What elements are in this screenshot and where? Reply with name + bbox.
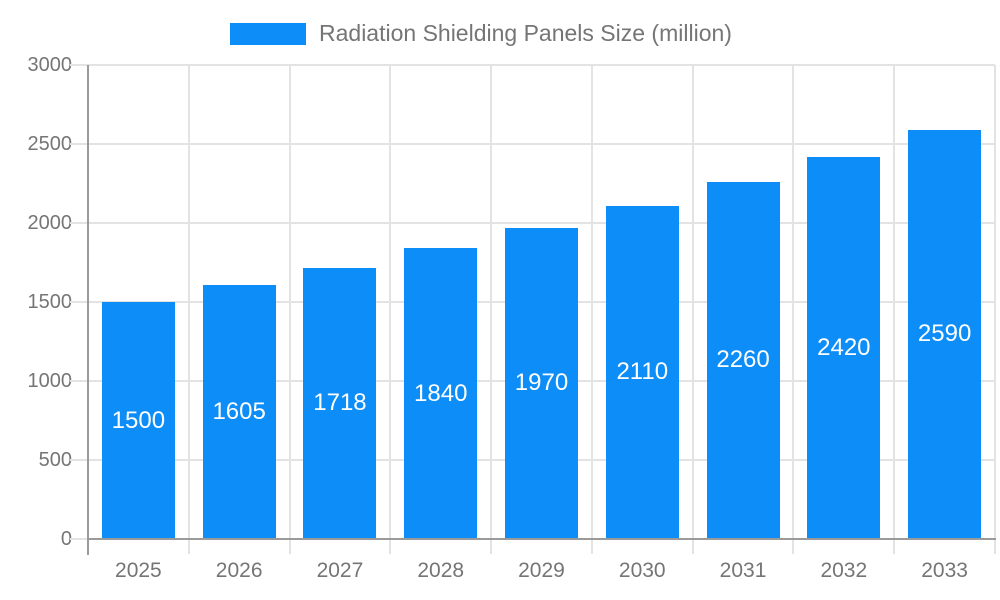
y-tick <box>70 380 88 382</box>
x-grid-line <box>691 65 694 539</box>
y-grid-line <box>88 222 995 224</box>
x-tick <box>893 539 896 554</box>
bar: 1840 <box>404 248 478 539</box>
x-tick <box>288 539 291 554</box>
bar-value-label: 2260 <box>716 346 770 374</box>
bar: 2590 <box>908 129 982 539</box>
bar: 1718 <box>303 267 377 539</box>
x-grid-line <box>490 65 493 539</box>
y-tick <box>70 538 88 540</box>
y-tick-label: 0 <box>60 528 72 550</box>
x-grid-line <box>792 65 795 539</box>
y-grid-line <box>88 64 995 66</box>
x-tick <box>590 539 593 554</box>
x-tick <box>691 539 694 554</box>
x-tick-label: 2030 <box>618 559 666 582</box>
y-tick-label: 1000 <box>27 370 73 392</box>
y-tick-label: 3000 <box>27 54 73 76</box>
x-grid-line <box>994 65 996 539</box>
bar-value-label: 1970 <box>514 369 569 397</box>
legend-item[interactable]: Radiation Shielding Panels Size (million… <box>230 20 732 47</box>
x-grid-line <box>590 65 593 539</box>
bar-value-label: 2110 <box>616 358 669 386</box>
y-tick-label: 2000 <box>27 212 73 234</box>
bar: 1500 <box>101 302 175 539</box>
legend-label: Radiation Shielding Panels Size (million… <box>319 20 732 46</box>
x-grid-line <box>187 65 190 539</box>
x-tick <box>994 539 996 554</box>
y-tick <box>70 222 88 224</box>
x-grid-line <box>389 65 392 539</box>
bar: 1970 <box>505 227 578 539</box>
x-tick <box>490 539 493 554</box>
x-tick-label: 2033 <box>921 559 968 582</box>
x-tick <box>187 539 190 554</box>
y-tick <box>70 64 88 66</box>
bar-value-label: 1840 <box>414 379 468 407</box>
bar-value-label: 1605 <box>212 398 266 426</box>
x-tick <box>389 539 392 554</box>
y-axis-line <box>87 65 89 555</box>
y-tick <box>70 143 88 145</box>
bar-value-label: 1500 <box>111 406 166 434</box>
bar: 2110 <box>605 205 679 539</box>
x-tick-label: 2027 <box>316 559 364 582</box>
bar-value-label: 1718 <box>313 389 367 417</box>
x-tick-label: 2026 <box>215 559 263 582</box>
x-tick-label: 2032 <box>820 559 868 582</box>
bar: 2420 <box>807 156 881 539</box>
bar: 1605 <box>202 285 276 539</box>
y-tick <box>70 301 88 303</box>
y-tick-label: 2500 <box>27 133 73 155</box>
bar-value-label: 2590 <box>917 320 972 348</box>
y-grid-line <box>88 143 995 145</box>
bar-value-label: 2420 <box>817 333 871 361</box>
y-tick <box>70 459 88 461</box>
x-grid-line <box>893 65 896 539</box>
x-tick-label: 2031 <box>719 559 767 582</box>
x-tick-label: 2029 <box>518 559 565 582</box>
y-tick-label: 1500 <box>27 291 73 313</box>
x-tick <box>792 539 795 554</box>
plot-area: 1500 1605 1718 1840 1970 2110 2260 2420 2590 <box>88 64 996 539</box>
y-tick-label: 500 <box>38 449 72 471</box>
x-axis-line <box>87 538 996 540</box>
bar: 2260 <box>706 181 780 539</box>
x-tick-label: 2025 <box>115 559 162 582</box>
legend-swatch <box>230 22 306 45</box>
x-grid-line <box>288 65 291 539</box>
x-tick-label: 2028 <box>417 559 465 582</box>
